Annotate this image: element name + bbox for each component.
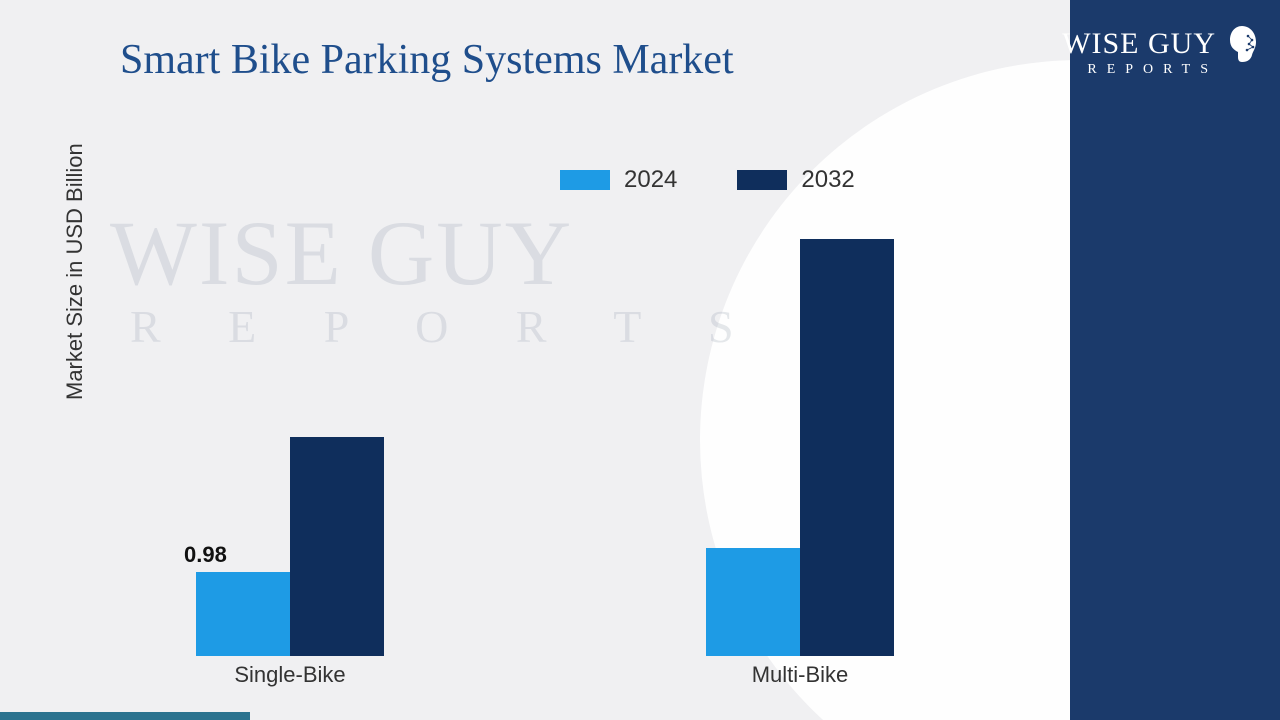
brand-logo: WISE GUY REPORTS	[1022, 24, 1262, 78]
brand-logo-sub: REPORTS	[1022, 62, 1262, 78]
chart-title: Smart Bike Parking Systems Market	[120, 36, 734, 84]
legend-swatch-2024	[560, 170, 610, 190]
brand-head-icon	[1222, 24, 1262, 64]
brand-accent-bar	[0, 712, 250, 720]
chart-canvas: WISE GUY R E P O R T S WISE GUY REPORTS …	[0, 0, 1280, 720]
brand-strip	[1070, 0, 1280, 720]
bar-single-bike-2032	[290, 437, 384, 656]
bar-multi-bike-2024	[706, 548, 800, 656]
value-label-0-98: 0.98	[184, 542, 227, 568]
y-axis-label: Market Size in USD Billion	[62, 143, 88, 400]
legend-item-2024: 2024	[560, 166, 677, 194]
plot-area: Single-Bike Multi-Bike 0.98	[100, 226, 1020, 656]
bar-group-multi-bike: Multi-Bike	[700, 239, 900, 656]
bar-single-bike-2024	[196, 572, 290, 656]
legend-label-2024: 2024	[624, 166, 677, 194]
brand-logo-main: WISE GUY	[1062, 27, 1216, 61]
bar-multi-bike-2032	[800, 239, 894, 656]
legend-swatch-2032	[737, 170, 787, 190]
legend: 2024 2032	[560, 166, 855, 194]
x-label-single-bike: Single-Bike	[234, 662, 345, 688]
x-label-multi-bike: Multi-Bike	[752, 662, 849, 688]
legend-label-2032: 2032	[801, 166, 854, 194]
legend-item-2032: 2032	[737, 166, 854, 194]
